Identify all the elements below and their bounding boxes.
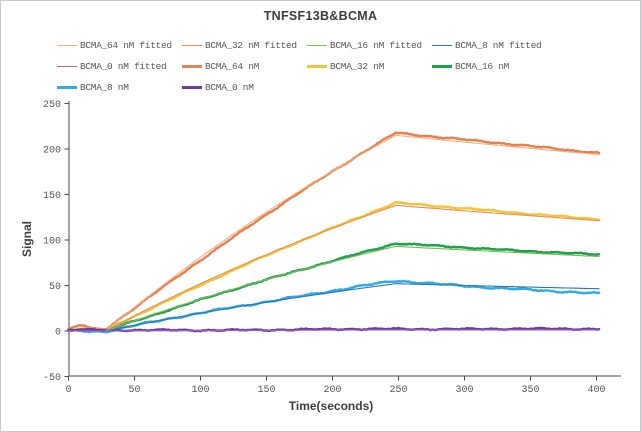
y-tick-label: -50 <box>43 373 61 384</box>
x-tick-label: 400 <box>587 385 605 396</box>
series-raw-8nm <box>67 279 601 334</box>
legend-item-label: BCMA_32 nM fitted <box>205 40 297 51</box>
legend-item-bcma-64-nm: BCMA_64 nM <box>182 61 307 72</box>
x-tick-label: 100 <box>191 385 209 396</box>
legend-line-swatch <box>307 65 327 68</box>
x-tick-label: 350 <box>521 385 539 396</box>
legend-item-label: BCMA_0 nM fitted <box>80 61 167 72</box>
series-raw-16nm <box>67 242 601 333</box>
series-raw-64nm <box>67 131 601 331</box>
legend-item-bcma-16-nm: BCMA_16 nM <box>432 61 557 72</box>
y-tick-label: 250 <box>43 100 61 111</box>
legend-item-bcma-0-nm-fitted: BCMA_0 nM fitted <box>57 61 182 72</box>
legend-line-swatch <box>182 65 202 68</box>
legend-item-label: BCMA_16 nM fitted <box>330 40 422 51</box>
legend-line-swatch <box>182 86 202 89</box>
legend-line-swatch <box>432 65 452 68</box>
series-raw-0nm <box>67 326 601 333</box>
y-axis-title: Signal <box>20 221 34 257</box>
x-tick-label: 250 <box>389 385 407 396</box>
legend-item-bcma-32-nm-fitted: BCMA_32 nM fitted <box>182 40 307 51</box>
legend-line-swatch <box>182 44 202 47</box>
series-fitted-8nm <box>67 283 600 332</box>
x-tick-label: 200 <box>323 385 341 396</box>
x-tick-label: 150 <box>257 385 275 396</box>
x-axis-title: Time(seconds) <box>289 399 373 413</box>
legend-line-swatch <box>57 65 77 68</box>
y-tick-label: 100 <box>43 237 61 248</box>
y-tick-label: 50 <box>49 282 61 293</box>
legend-line-swatch <box>57 86 77 89</box>
legend-item-bcma-8-nm: BCMA_8 nM <box>57 82 182 93</box>
series-fitted-0nm <box>67 329 600 332</box>
legend-item-label: BCMA_0 nM <box>205 82 254 93</box>
legend-item-label: BCMA_64 nM <box>205 61 260 72</box>
chart-title: TNFSF13B&BCMA <box>263 9 378 23</box>
legend-item-bcma-0-nm: BCMA_0 nM <box>182 82 307 93</box>
y-tick-label: 150 <box>43 191 61 202</box>
x-tick-label: 50 <box>128 385 140 396</box>
legend-item-label: BCMA_64 nM fitted <box>80 40 172 51</box>
legend-line-swatch <box>432 44 452 47</box>
legend-item-bcma-32-nm: BCMA_32 nM <box>307 61 432 72</box>
series-fitted-16nm <box>67 245 600 332</box>
chart-legend: BCMA_64 nM fitted BCMA_32 nM fitted BCMA_1… <box>57 35 557 98</box>
legend-item-label: BCMA_8 nM <box>80 82 129 93</box>
legend-line-swatch <box>57 44 77 47</box>
series-fitted-32nm <box>67 204 600 332</box>
y-tick-label: 0 <box>55 328 61 339</box>
legend-item-bcma-64-nm-fitted: BCMA_64 nM fitted <box>57 40 182 51</box>
x-tick-label: 300 <box>455 385 473 396</box>
series-fitted-64nm <box>67 134 600 332</box>
legend-line-swatch <box>307 44 327 47</box>
x-tick-label: 0 <box>65 385 71 396</box>
legend-item-bcma-8-nm-fitted: BCMA_8 nM fitted <box>432 40 557 51</box>
legend-item-label: BCMA_16 nM <box>455 61 510 72</box>
y-tick-label: 200 <box>43 146 61 157</box>
legend-item-bcma-16-nm-fitted: BCMA_16 nM fitted <box>307 40 432 51</box>
legend-item-label: BCMA_8 nM fitted <box>455 40 542 51</box>
series-raw-32nm <box>67 200 601 332</box>
legend-item-label: BCMA_32 nM <box>330 61 385 72</box>
